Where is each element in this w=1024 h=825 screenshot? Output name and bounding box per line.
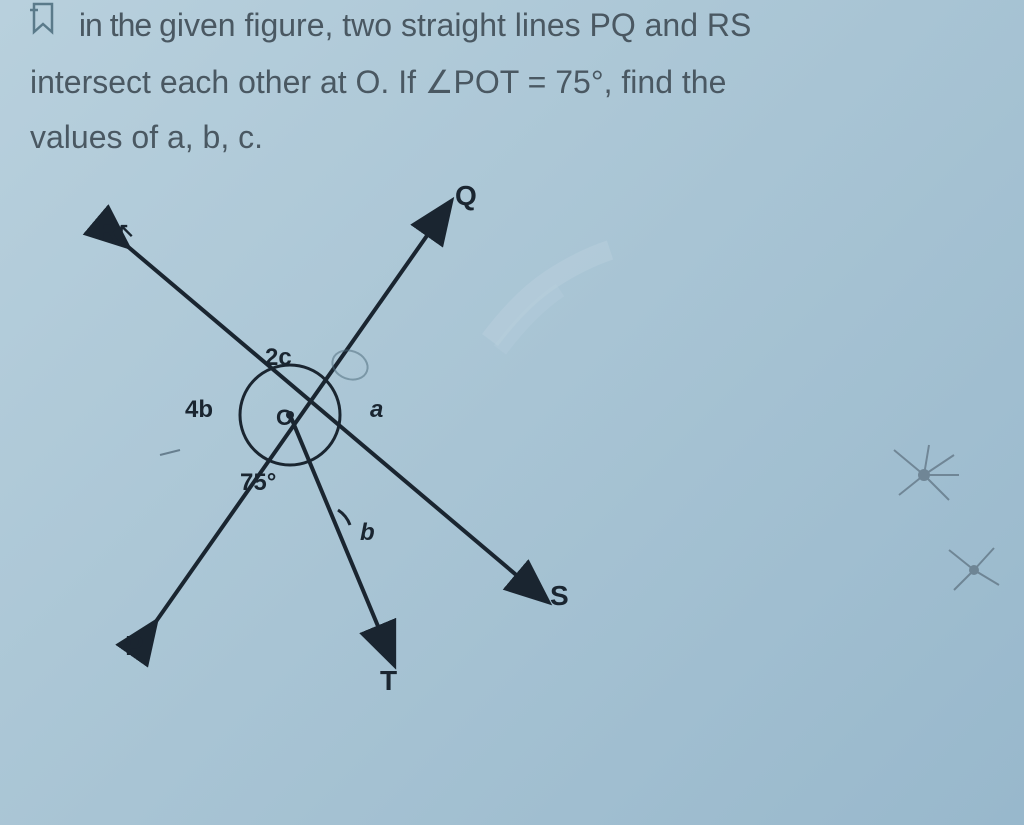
- label-R: R: [98, 215, 118, 246]
- angle-4b-label: 4b: [185, 396, 213, 423]
- dash-near-4b: [160, 450, 180, 455]
- label-T: T: [380, 665, 397, 696]
- angle-75-label: 75°: [240, 469, 276, 496]
- angle-b-label: b: [360, 519, 375, 546]
- angle-b-arc: [338, 510, 350, 525]
- bookmark-icon: [30, 2, 60, 53]
- smudge-mark-2: [944, 540, 1004, 600]
- problem-line-1: in the given figure, two straight lines …: [30, 0, 994, 53]
- ray-OT: [290, 415, 390, 655]
- label-Q: Q: [455, 180, 477, 211]
- geometry-diagram: O Q R ↖ S P T 2c 4b a 75° b: [50, 155, 650, 755]
- label-S: S: [550, 580, 569, 611]
- problem-statement: in the given figure, two straight lines …: [30, 0, 994, 168]
- problem-line-2: intersect each other at O. If ∠POT = 75°…: [30, 57, 994, 108]
- smudge-mark-1: [884, 440, 964, 510]
- line1-text: in the given figure, two straight lines …: [79, 7, 751, 43]
- label-P: P: [125, 630, 144, 661]
- center-O-label: O: [276, 405, 293, 430]
- angle-a-label: a: [370, 396, 383, 423]
- line-RS: [120, 240, 540, 595]
- label-R-arrow: ↖: [118, 220, 135, 242]
- angle-2c-label: 2c: [265, 344, 292, 371]
